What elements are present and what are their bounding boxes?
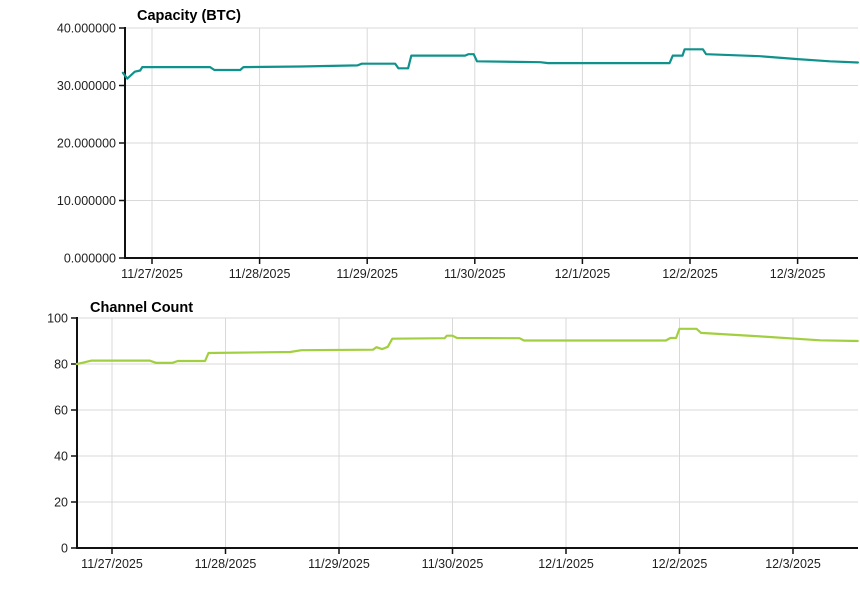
channel-count-x-tick-label: 11/30/2025 — [422, 557, 484, 571]
channel-count-y-tick-label: 100 — [47, 312, 68, 326]
capacity-y-tick-label: 10.000000 — [57, 194, 116, 208]
channel-count-y-tick-label: 60 — [54, 404, 68, 418]
channel-count-ticks — [71, 317, 794, 554]
capacity-y-tick-label: 30.000000 — [57, 79, 116, 93]
channel-count-series-line — [75, 327, 859, 366]
capacity-y-tick-label: 0.000000 — [64, 252, 116, 266]
channel-count-axes — [76, 317, 858, 549]
channel-count-chart-plot: 0 20 40 60 80 100 11/27/2025 11/28/2025 11/29/20… — [47, 312, 859, 571]
capacity-x-tick-label: 11/28/2025 — [229, 267, 291, 281]
capacity-x-tick-label: 11/27/2025 — [121, 267, 183, 281]
channel-count-x-tick-label: 12/1/2025 — [538, 557, 594, 571]
channel-count-y-tick-label: 0 — [61, 542, 68, 556]
capacity-ticks — [119, 27, 799, 264]
channel-count-chart-title: Channel Count — [90, 300, 193, 316]
capacity-x-tick-label: 12/3/2025 — [770, 267, 826, 281]
capacity-y-tick-label: 40.000000 — [57, 22, 116, 36]
channel-count-y-tick-labels: 0 20 40 60 80 100 — [47, 312, 68, 556]
capacity-series-line — [121, 48, 860, 80]
capacity-x-tick-label: 12/2/2025 — [662, 267, 718, 281]
channel-count-x-tick-labels: 11/27/2025 11/28/2025 11/29/2025 11/30/2025… — [81, 557, 821, 571]
capacity-y-tick-label: 20.000000 — [57, 137, 116, 151]
capacity-x-tick-labels: 11/27/2025 11/28/2025 11/29/2025 11/30/2025… — [121, 267, 825, 281]
capacity-x-tick-label: 12/1/2025 — [555, 267, 611, 281]
channel-count-y-tick-label: 40 — [54, 450, 68, 464]
channel-count-x-tick-label: 11/27/2025 — [81, 557, 143, 571]
channel-count-x-tick-label: 11/28/2025 — [195, 557, 257, 571]
channel-count-y-tick-label: 80 — [54, 358, 68, 372]
channel-count-x-tick-label: 12/2/2025 — [652, 557, 708, 571]
capacity-x-tick-label: 11/30/2025 — [444, 267, 506, 281]
capacity-x-tick-label: 11/29/2025 — [336, 267, 398, 281]
channel-count-x-tick-label: 12/3/2025 — [765, 557, 821, 571]
capacity-chart-title: Capacity (BTC) — [137, 8, 241, 24]
channel-count-y-tick-label: 20 — [54, 496, 68, 510]
capacity-chart-plot: 0.000000 10.000000 20.000000 30.000000 40.00… — [57, 22, 860, 281]
channel-count-x-tick-label: 11/29/2025 — [308, 557, 370, 571]
capacity-y-tick-labels: 0.000000 10.000000 20.000000 30.000000 40.00… — [57, 22, 116, 266]
channel-count-gridlines — [77, 317, 858, 548]
